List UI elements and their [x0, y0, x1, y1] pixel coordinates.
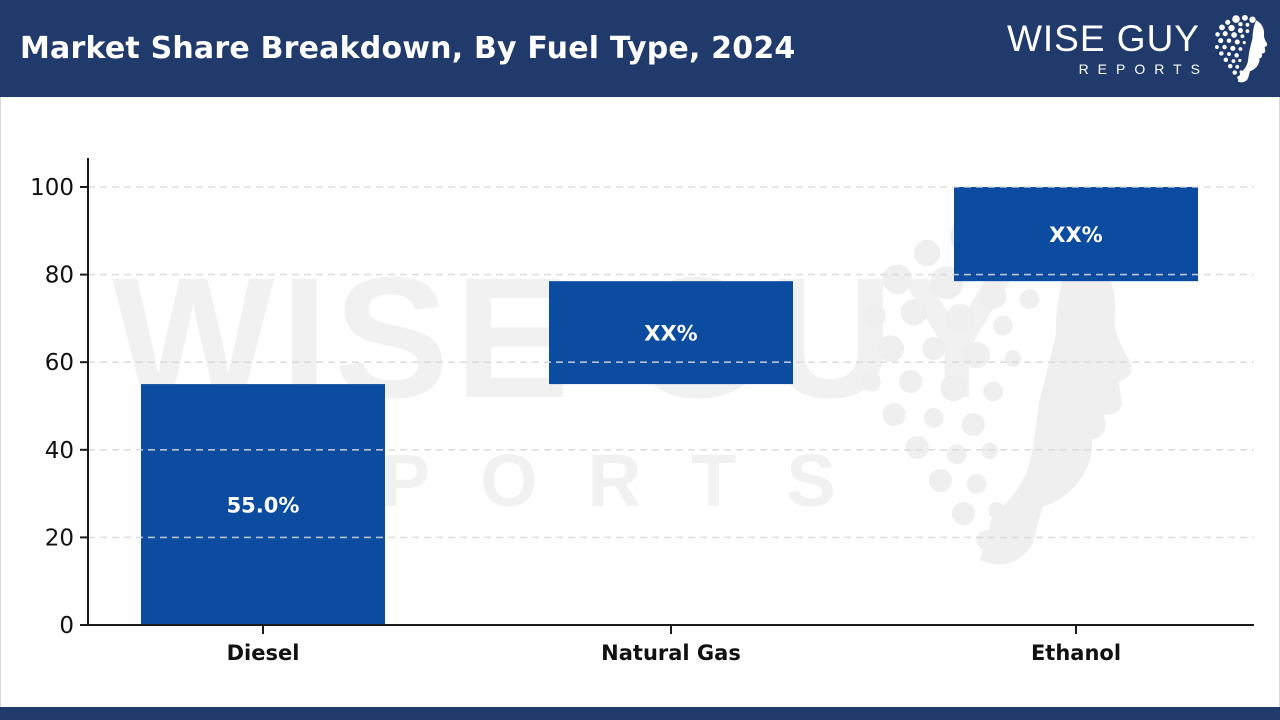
- logo-face-icon: [1215, 14, 1268, 82]
- y-tick-label: 20: [45, 525, 74, 551]
- category-label: Diesel: [227, 641, 300, 665]
- logo-subtext: REPORTS: [1078, 61, 1209, 77]
- y-tick-label: 60: [45, 350, 74, 376]
- y-tick-label: 0: [59, 613, 74, 639]
- wise-guy-logo: WISE GUY REPORTS: [1007, 14, 1280, 84]
- category-label: Natural Gas: [601, 641, 741, 665]
- logo-wordmark: WISE GUY: [1006, 18, 1200, 59]
- header-bar: Market Share Breakdown, By Fuel Type, 20…: [0, 0, 1280, 97]
- logo-text: WISE GUY REPORTS: [1007, 20, 1200, 77]
- y-tick-label: 80: [45, 263, 74, 289]
- bar-value-label: 55.0%: [227, 494, 300, 518]
- chart-title: Market Share Breakdown, By Fuel Type, 20…: [20, 31, 796, 66]
- bar: [141, 384, 385, 625]
- bar-value-label: XX%: [1049, 223, 1102, 247]
- y-tick-label: 40: [45, 438, 74, 464]
- y-tick-label: 100: [30, 175, 74, 201]
- bar-value-label: XX%: [644, 322, 697, 346]
- footer-bar: [0, 707, 1280, 720]
- bar: [549, 281, 793, 385]
- category-label: Ethanol: [1031, 641, 1121, 665]
